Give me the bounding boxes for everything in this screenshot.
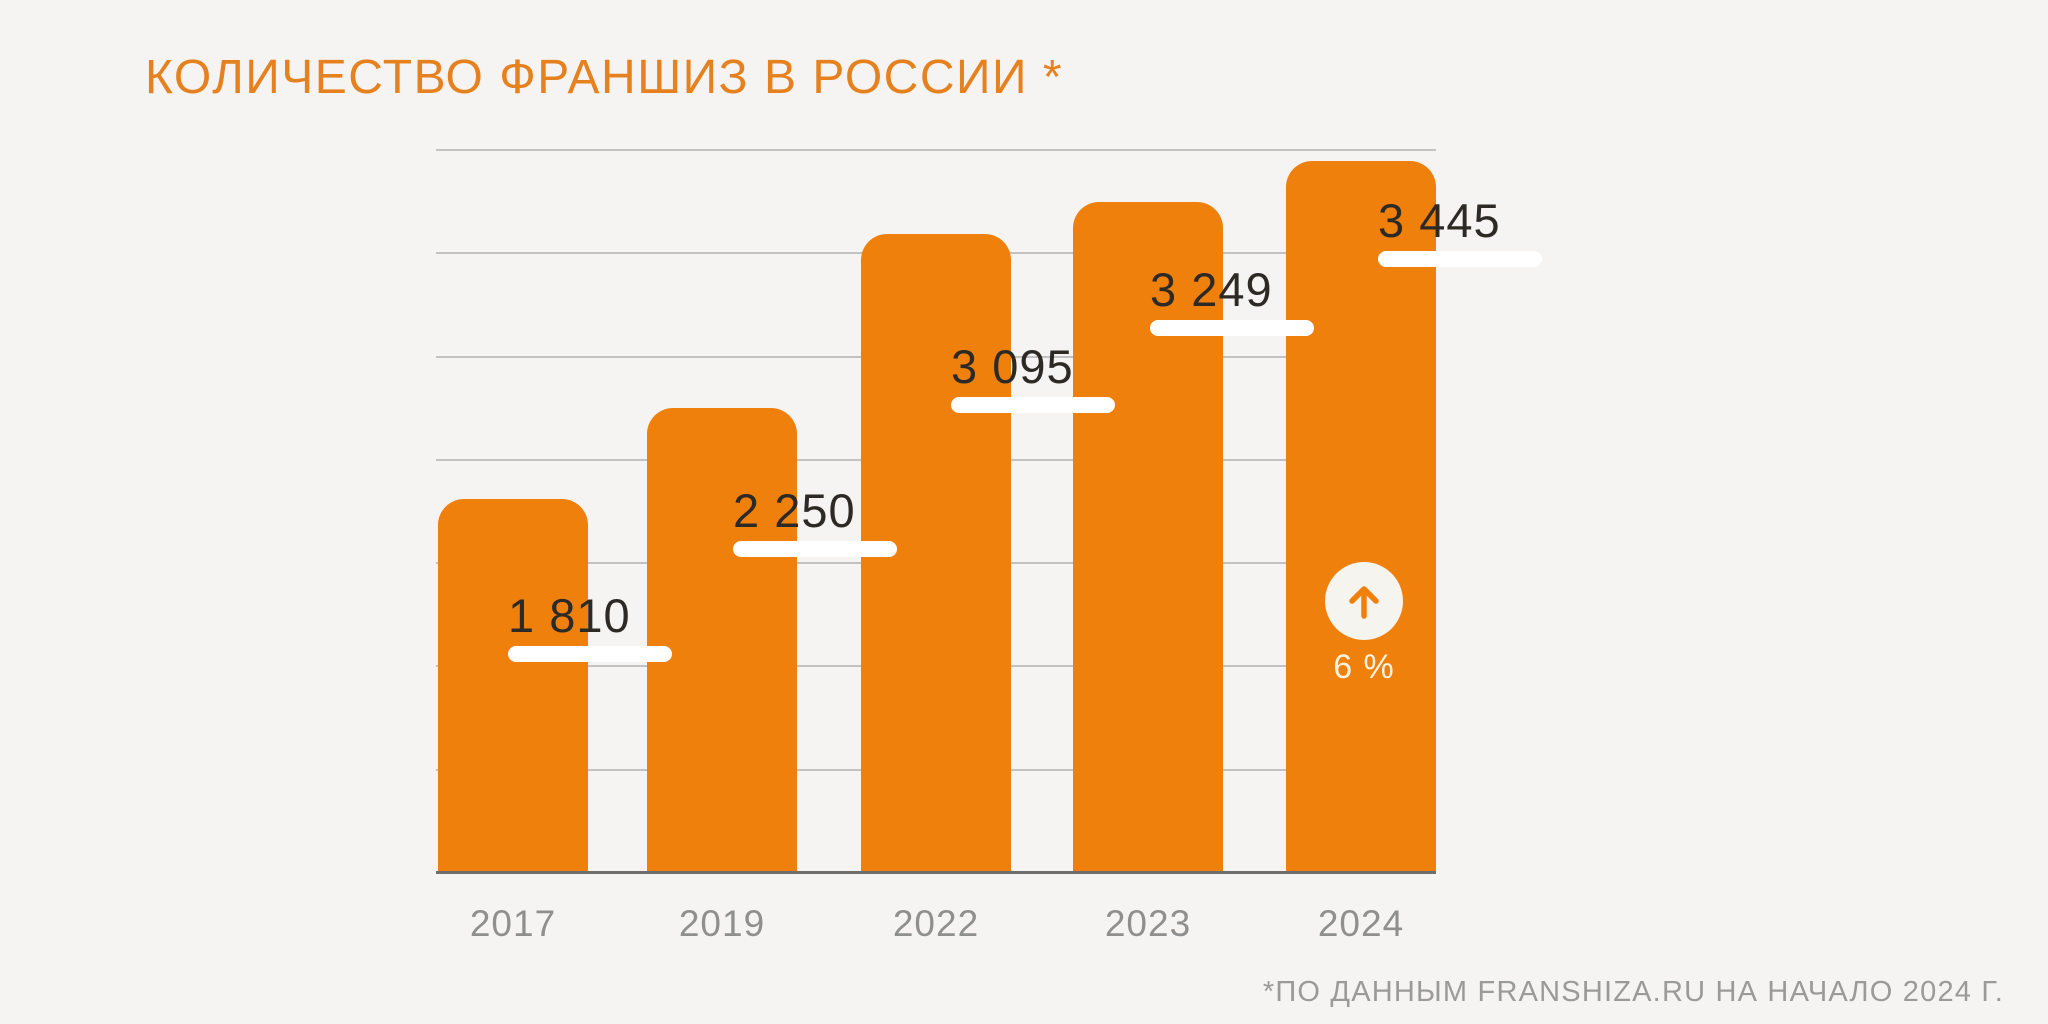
value-underline-pill: [951, 397, 1115, 413]
footnote: *ПО ДАННЫМ FRANSHIZA.RU НА НАЧАЛО 2024 Г…: [1262, 976, 2004, 1008]
gridline: [436, 149, 1436, 151]
value-underline-pill: [1150, 320, 1314, 336]
x-axis-label-2022: 2022: [892, 903, 980, 944]
bar-value-label-group: 3 249: [1150, 263, 1314, 336]
x-axis-label-2017: 2017: [469, 903, 557, 944]
bar-value-label: 1 810: [508, 589, 631, 642]
value-underline-pill: [733, 541, 897, 557]
growth-badge: [1325, 562, 1403, 640]
bar-2019: [647, 408, 797, 873]
arrow-up-icon: [1340, 577, 1388, 625]
plot-area: [436, 149, 1436, 873]
x-axis-label-2023: 2023: [1104, 903, 1192, 944]
x-axis-label-2019: 2019: [678, 903, 766, 944]
bar-2023: [1073, 202, 1223, 873]
x-axis-line: [436, 871, 1436, 874]
bar-value-label: 2 250: [733, 484, 856, 537]
value-underline-pill: [508, 646, 672, 662]
bar-value-label-group: 2 250: [733, 484, 897, 557]
bar-value-label: 3 445: [1378, 194, 1501, 247]
bar-value-label: 3 249: [1150, 263, 1273, 316]
bar-value-label-group: 1 810: [508, 589, 672, 662]
growth-percent: 6 %: [1333, 648, 1395, 686]
value-underline-pill: [1378, 251, 1542, 267]
x-axis-label-2024: 2024: [1317, 903, 1405, 944]
bar-value-label-group: 3 445: [1378, 194, 1542, 267]
bar-2017: [438, 499, 588, 873]
chart-title: КОЛИЧЕСТВО ФРАНШИЗ В РОССИИ *: [145, 51, 1063, 104]
bar-2024: [1286, 161, 1436, 873]
bar-value-label-group: 3 095: [951, 340, 1115, 413]
bar-value-label: 3 095: [951, 340, 1074, 393]
